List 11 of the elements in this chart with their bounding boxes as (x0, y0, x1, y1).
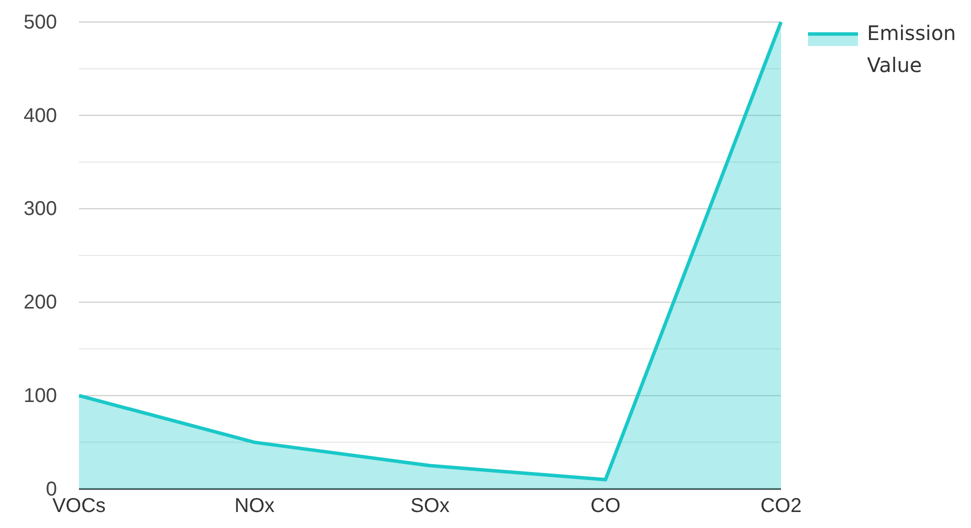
y-tick-label: 200 (24, 292, 57, 314)
y-tick-label: 500 (24, 11, 57, 34)
legend-label: Emission Value (867, 21, 956, 77)
x-tick-label: SOx (410, 495, 450, 518)
x-tick-label: VOCs (52, 495, 106, 518)
x-tick-label: CO (590, 495, 620, 518)
x-tick-label: NOx (234, 495, 274, 518)
y-tick-label: 400 (24, 104, 57, 127)
x-tick-label: CO2 (760, 495, 802, 518)
y-tick-label: 300 (24, 198, 57, 220)
y-tick-label: 100 (24, 385, 57, 407)
